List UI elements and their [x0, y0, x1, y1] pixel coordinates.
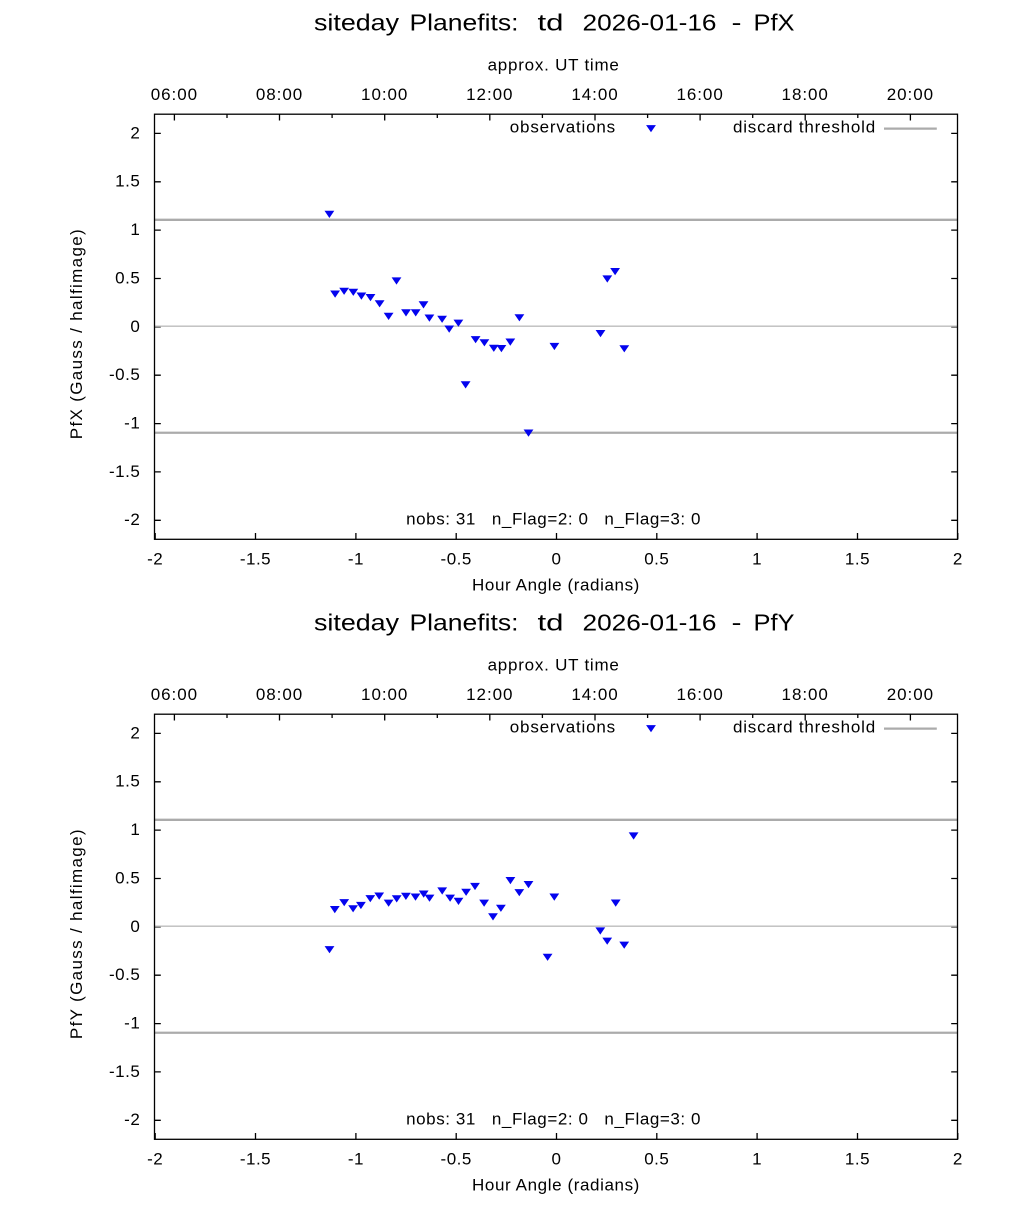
svg-text:discard threshold: discard threshold — [733, 718, 876, 737]
svg-text:Hour Angle (radians): Hour Angle (radians) — [472, 576, 640, 595]
svg-text:2: 2 — [130, 723, 140, 742]
svg-text:approx. UT time: approx. UT time — [488, 56, 620, 75]
svg-text:2026-01-16: 2026-01-16 — [583, 9, 717, 35]
svg-text:PfY (Gauss / halfimage): PfY (Gauss / halfimage) — [67, 828, 86, 1039]
svg-text:td: td — [538, 9, 564, 35]
svg-text:1: 1 — [752, 550, 762, 569]
svg-text:0.5: 0.5 — [115, 868, 140, 887]
svg-text:Planefits:: Planefits: — [410, 9, 519, 35]
svg-text:2: 2 — [953, 550, 963, 569]
svg-text:20:00: 20:00 — [887, 685, 934, 704]
svg-text:06:00: 06:00 — [151, 685, 198, 704]
svg-text:10:00: 10:00 — [361, 685, 408, 704]
svg-text:-1.5: -1.5 — [109, 1062, 140, 1081]
svg-text:0.5: 0.5 — [115, 268, 140, 287]
svg-text:-1.5: -1.5 — [240, 1150, 271, 1169]
svg-text:-1: -1 — [124, 1014, 140, 1033]
svg-text:06:00: 06:00 — [151, 85, 198, 104]
svg-text:Planefits:: Planefits: — [410, 609, 519, 635]
svg-text:08:00: 08:00 — [256, 685, 303, 704]
svg-text:16:00: 16:00 — [676, 685, 723, 704]
svg-text:-0.5: -0.5 — [441, 550, 472, 569]
svg-text:1.5: 1.5 — [845, 1150, 870, 1169]
svg-text:0.5: 0.5 — [644, 1150, 669, 1169]
svg-text:-1.5: -1.5 — [240, 550, 271, 569]
svg-text:-2: -2 — [124, 510, 140, 529]
svg-text:nobs: 31 n_Flag=2: 0 n_Fla: nobs: 31 n_Flag=2: 0 n_Flag=3: 0 — [406, 1109, 701, 1128]
svg-text:16:00: 16:00 — [676, 85, 723, 104]
svg-text:-0.5: -0.5 — [109, 365, 140, 384]
svg-text:-: - — [732, 9, 742, 35]
svg-text:-2: -2 — [124, 1110, 140, 1129]
svg-text:approx. UT time: approx. UT time — [488, 656, 620, 675]
svg-text:0.5: 0.5 — [644, 550, 669, 569]
svg-text:nobs: 31 n_Flag=2: 0 n_Fla: nobs: 31 n_Flag=2: 0 n_Flag=3: 0 — [406, 509, 701, 528]
svg-text:2: 2 — [130, 123, 140, 142]
svg-text:12:00: 12:00 — [466, 685, 513, 704]
svg-text:siteday: siteday — [314, 9, 400, 35]
svg-text:1.5: 1.5 — [115, 772, 140, 791]
svg-text:1: 1 — [130, 820, 140, 839]
svg-text:-1: -1 — [124, 414, 140, 433]
svg-text:1.5: 1.5 — [845, 550, 870, 569]
svg-text:1.5: 1.5 — [115, 172, 140, 191]
svg-text:-: - — [732, 609, 742, 635]
svg-text:PfX (Gauss / halfimage): PfX (Gauss / halfimage) — [67, 228, 86, 439]
svg-text:observations: observations — [510, 118, 616, 137]
svg-text:2: 2 — [953, 1150, 963, 1169]
svg-text:discard threshold: discard threshold — [733, 118, 876, 137]
svg-text:-1: -1 — [348, 1150, 364, 1169]
svg-text:10:00: 10:00 — [361, 85, 408, 104]
svg-text:-2: -2 — [147, 1150, 163, 1169]
svg-text:td: td — [538, 609, 564, 635]
svg-text:0: 0 — [552, 1150, 562, 1169]
svg-text:-1.5: -1.5 — [109, 462, 140, 481]
svg-text:-2: -2 — [147, 550, 163, 569]
svg-text:siteday: siteday — [314, 609, 400, 635]
svg-text:1: 1 — [130, 220, 140, 239]
svg-text:14:00: 14:00 — [571, 85, 618, 104]
svg-text:-0.5: -0.5 — [109, 965, 140, 984]
svg-text:12:00: 12:00 — [466, 85, 513, 104]
svg-text:20:00: 20:00 — [887, 85, 934, 104]
svg-text:1: 1 — [752, 1150, 762, 1169]
svg-text:-1: -1 — [348, 550, 364, 569]
svg-text:Hour Angle (radians): Hour Angle (radians) — [472, 1176, 640, 1195]
svg-text:14:00: 14:00 — [571, 685, 618, 704]
svg-text:08:00: 08:00 — [256, 85, 303, 104]
svg-text:2026-01-16: 2026-01-16 — [583, 609, 717, 635]
svg-text:0: 0 — [130, 917, 140, 936]
svg-text:18:00: 18:00 — [782, 685, 829, 704]
svg-text:PfX: PfX — [754, 9, 795, 35]
svg-text:0: 0 — [130, 317, 140, 336]
svg-text:PfY: PfY — [754, 609, 795, 635]
svg-text:-0.5: -0.5 — [441, 1150, 472, 1169]
svg-text:0: 0 — [552, 550, 562, 569]
svg-text:observations: observations — [510, 718, 616, 737]
svg-text:18:00: 18:00 — [782, 85, 829, 104]
